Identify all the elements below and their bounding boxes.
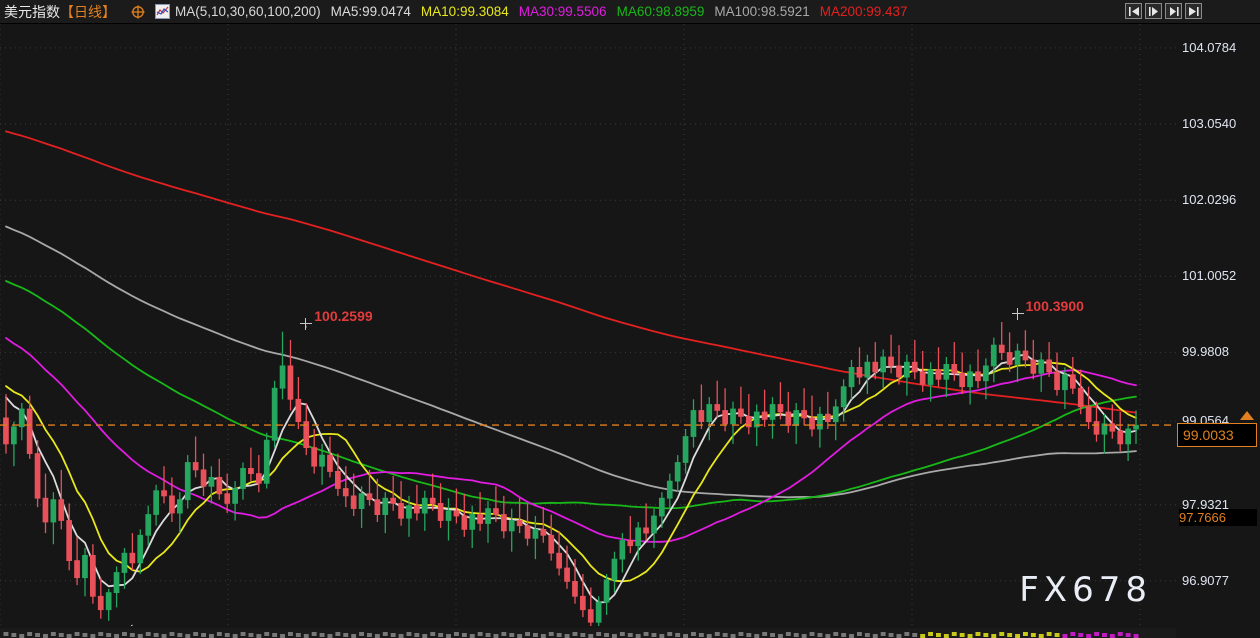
ma-definition: MA(5,10,30,60,100,200) <box>175 4 321 19</box>
swing-marker <box>300 317 313 330</box>
ma60-value: MA60:98.8959 <box>616 4 705 19</box>
price-axis-tick: 96.9077 <box>1182 572 1229 588</box>
symbol-period: 【日线】 <box>60 3 116 20</box>
step-back-icon[interactable] <box>1145 3 1162 19</box>
watermark: FX678 <box>1019 570 1152 610</box>
chart-header: 美元指数 【日线】 MA(5,10,30,60,100,200) MA5:99.0… <box>0 0 1260 24</box>
indicator-chart-icon[interactable] <box>155 4 170 19</box>
ma5-value: MA5:99.0474 <box>330 4 411 19</box>
price-axis-tick: 97.9321 <box>1182 496 1229 512</box>
swing-label: 96.3729 <box>140 623 191 626</box>
swing-marker <box>126 624 138 626</box>
price-axis[interactable]: 104.0784 103.0540 102.0296 101.0052 99.9808 9… <box>1176 24 1260 626</box>
ma30-value: MA30:99.5506 <box>518 4 607 19</box>
chart-navigation-toolbar[interactable] <box>1125 3 1202 19</box>
swing-label: 100.3900 <box>1025 298 1084 315</box>
jump-to-end-icon[interactable] <box>1185 3 1202 19</box>
crosshair-icon[interactable] <box>131 5 145 19</box>
step-forward-icon[interactable] <box>1165 3 1182 19</box>
chart-canvas <box>0 24 1176 626</box>
price-axis-tick: 101.0052 <box>1182 268 1237 284</box>
jump-to-start-icon[interactable] <box>1125 3 1142 19</box>
secondary-indicator-panel <box>0 628 1176 638</box>
swing-label: 100.2599 <box>314 307 373 324</box>
symbol-title: 美元指数 【日线】 <box>4 2 116 22</box>
ma10-value: MA10:99.3084 <box>420 4 509 19</box>
price-axis-tick: 99.9808 <box>1182 344 1229 360</box>
price-axis-tick: 104.0784 <box>1182 39 1237 55</box>
ma-price-tag: 97.7666 <box>1179 509 1257 526</box>
swing-marker <box>1011 308 1024 321</box>
price-direction-arrow-icon <box>1240 411 1254 421</box>
current-price-tag[interactable]: 99.0033 <box>1177 423 1257 448</box>
symbol-name: 美元指数 <box>4 3 60 20</box>
ma200-value: MA200:99.437 <box>819 4 908 19</box>
subpanel-bars <box>3 632 1139 638</box>
price-axis-tick: 102.0296 <box>1182 192 1237 208</box>
price-axis-tick: 103.0540 <box>1182 116 1237 132</box>
ma100-value: MA100:98.5921 <box>714 4 810 19</box>
